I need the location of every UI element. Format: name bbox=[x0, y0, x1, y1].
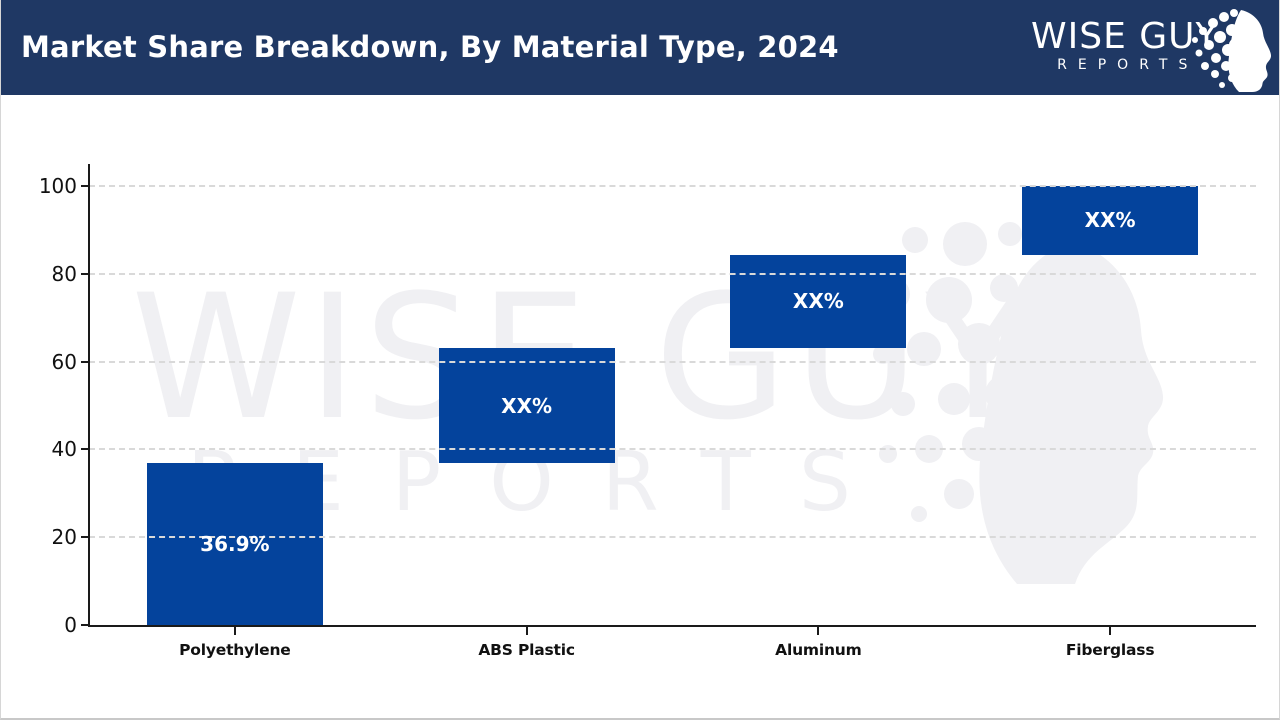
x-axis-line bbox=[88, 625, 1256, 627]
x-category-label: Polyethylene bbox=[179, 641, 291, 659]
bar-value-label: XX% bbox=[501, 393, 553, 418]
bar-value-label: XX% bbox=[792, 289, 844, 314]
logo-wordmark: WISE GUY bbox=[1031, 16, 1219, 57]
x-tick-mark bbox=[817, 627, 820, 635]
gridline bbox=[89, 185, 1256, 187]
y-tick-label: 60 bbox=[51, 349, 77, 374]
logo-head-icon bbox=[1192, 9, 1271, 92]
x-tick-mark bbox=[233, 627, 236, 635]
gridline bbox=[89, 536, 1256, 539]
x-category-label: Fiberglass bbox=[1065, 641, 1155, 659]
x-category-label: ABS Plastic bbox=[478, 641, 575, 659]
x-category-label: Aluminum bbox=[775, 641, 862, 659]
x-tick-mark bbox=[1109, 627, 1112, 635]
y-tick-mark bbox=[81, 624, 89, 626]
y-tick-mark bbox=[81, 360, 89, 363]
y-tick-label: 80 bbox=[51, 261, 77, 286]
y-tick-label: 100 bbox=[38, 174, 77, 198]
bar-polyethylene bbox=[146, 463, 323, 625]
report-header: Market Share Breakdown, By Material Type… bbox=[1, 0, 1279, 95]
bar-aluminum bbox=[730, 254, 907, 348]
y-tick-label: 40 bbox=[51, 437, 77, 462]
bar-value-label: 36.9% bbox=[200, 532, 270, 556]
y-tick-mark bbox=[81, 448, 89, 451]
logo-text: WISE GUY REPORTS bbox=[1031, 18, 1219, 74]
y-tick-label: 20 bbox=[51, 525, 77, 550]
y-tick-label: 0 bbox=[64, 613, 77, 637]
gridline bbox=[89, 360, 1256, 363]
y-tick-mark bbox=[81, 536, 89, 539]
wiseguy-logo: WISE GUY REPORTS bbox=[1001, 6, 1271, 92]
gridline bbox=[89, 272, 1256, 275]
x-tick-mark bbox=[525, 627, 528, 635]
y-tick-mark bbox=[81, 272, 89, 275]
bar-value-label: XX% bbox=[1084, 208, 1136, 233]
gridline bbox=[89, 448, 1256, 451]
page-title: Market Share Breakdown, By Material Type… bbox=[21, 30, 839, 64]
bar-abs-plastic bbox=[438, 347, 615, 463]
y-axis-line bbox=[88, 164, 90, 627]
logo-subtitle: REPORTS bbox=[1057, 57, 1199, 73]
y-tick-mark bbox=[81, 185, 89, 187]
